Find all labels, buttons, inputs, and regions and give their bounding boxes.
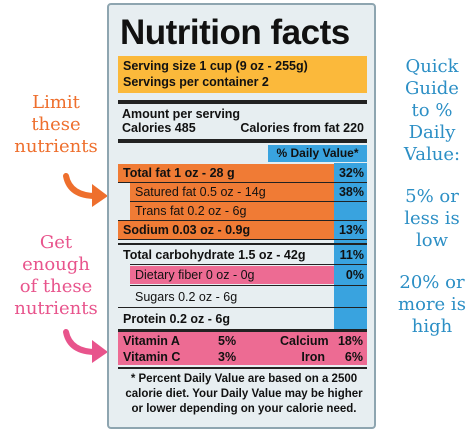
quick-guide-note: Quick Guide to % Daily Value: 5% or less…: [393, 56, 471, 338]
daily-value-header: % Daily Value*: [268, 145, 367, 162]
calcium-pct: 18%: [337, 334, 363, 348]
nutrient-row-sugars: Sugars 0.2 oz - 6g: [130, 288, 334, 306]
nutrient-pct-row: 38%: [118, 183, 367, 201]
note-line: enough: [22, 254, 90, 275]
nutrient-row-trans-fat: Trans fat 0.2 oz - 6g: [130, 202, 334, 220]
note-line: Get: [39, 232, 73, 253]
note-line: Value:: [403, 144, 461, 165]
divider: [118, 100, 367, 104]
limit-nutrients-note: Limit these nutrients: [2, 92, 110, 158]
note-line: more is: [398, 294, 466, 315]
note-line: low: [415, 230, 448, 251]
servings-per-container: Servings per container 2: [123, 75, 269, 89]
divider: [118, 243, 367, 245]
note-line: Guide: [405, 78, 459, 99]
note-line: high: [411, 316, 453, 337]
nutrient-pct: 13%: [338, 223, 364, 237]
nutrient-row-fiber: Dietary fiber 0 oz - 0g: [130, 266, 334, 284]
calories-from-fat: Calories from fat 220: [240, 121, 364, 135]
vitamin-c-label: Vitamin C: [123, 350, 181, 364]
divider: [118, 307, 367, 308]
get-nutrients-note: Get enough of these nutrients: [2, 232, 110, 320]
note-line: Limit: [32, 92, 80, 113]
note-line: these: [31, 114, 81, 135]
note-line: Quick: [405, 56, 459, 77]
vitamins-minerals: Vitamin A 5% Vitamin C 3% Calcium 18% Ir…: [118, 332, 367, 365]
divider: [118, 239, 367, 240]
divider: [118, 367, 367, 369]
note-line: less is: [404, 208, 460, 229]
nutrient-pct: 11%: [339, 248, 364, 262]
note-line: 5% or: [405, 186, 459, 207]
note-line: 20% or: [399, 272, 465, 293]
calcium-label: Calcium: [280, 334, 329, 348]
serving-size: Serving size 1 cup (9 oz - 255g): [123, 59, 308, 73]
label-title: Nutrition facts: [120, 13, 350, 52]
nutrient-label: Satured fat 0.5 oz - 14g: [135, 185, 266, 199]
divider: [130, 285, 367, 286]
nutrient-row-sodium: Sodium 0.03 oz - 0.9g: [118, 221, 334, 239]
nutrient-label: Sugars 0.2 oz - 6g: [135, 290, 238, 304]
nutrient-row-total-fat: Total fat 1 oz - 28 g: [118, 164, 334, 182]
note-line: nutrients: [14, 298, 98, 319]
note-line: to %: [411, 100, 453, 121]
nutrient-row-protein: Protein 0.2 oz - 6g: [118, 310, 334, 328]
divider: [118, 329, 367, 332]
divider: [118, 220, 367, 221]
daily-value-column: [334, 163, 367, 329]
nutrient-label: Total fat 1 oz - 28 g: [123, 166, 235, 180]
nutrient-pct-row: 32%: [118, 164, 367, 182]
divider: [130, 264, 367, 265]
divider: [130, 201, 367, 202]
nutrient-label: Protein 0.2 oz - 6g: [123, 312, 230, 326]
footnote: * Percent Daily Value are based on a 250…: [125, 373, 363, 415]
serving-info: Serving size 1 cup (9 oz - 255g) Serving…: [118, 56, 367, 93]
arrow-right-icon: [63, 173, 108, 207]
nutrient-pct: 0%: [345, 268, 364, 282]
note-line: Daily: [408, 122, 456, 143]
nutrient-label: Trans fat 0.2 oz - 6g: [135, 204, 247, 218]
iron-label: Iron: [301, 350, 325, 364]
nutrient-pct: 38%: [338, 185, 364, 199]
nutrient-label: Dietary fiber 0 oz - 0g: [135, 268, 255, 282]
nutrient-label: Sodium 0.03 oz - 0.9g: [123, 223, 251, 237]
note-line: of these: [19, 276, 93, 297]
amount-per-serving: Amount per serving: [122, 107, 241, 121]
nutrient-pct-row: 0%: [118, 266, 367, 284]
note-line: nutrients: [14, 136, 98, 157]
nutrient-pct: 32%: [338, 166, 364, 180]
nutrient-row-saturated-fat: Satured fat 0.5 oz - 14g: [130, 183, 334, 201]
calories: Calories 485: [122, 121, 196, 135]
vitamin-c-pct: 3%: [218, 350, 237, 364]
divider: [118, 139, 367, 143]
iron-pct: 6%: [344, 350, 363, 364]
arrow-right-icon: [63, 329, 108, 363]
nutrient-row-carbohydrate: Total carbohydrate 1.5 oz - 42g: [118, 246, 334, 264]
nutrient-label: Total carbohydrate 1.5 oz - 42g: [123, 248, 306, 262]
nutrient-pct-row: 11%: [118, 246, 367, 264]
vitamin-a-label: Vitamin A: [123, 334, 180, 348]
nutrient-pct-row: 13%: [118, 221, 367, 239]
vitamin-a-pct: 5%: [218, 334, 237, 348]
divider: [118, 182, 367, 183]
calories-block: Amount per serving Calories 485 Calories…: [118, 107, 367, 137]
